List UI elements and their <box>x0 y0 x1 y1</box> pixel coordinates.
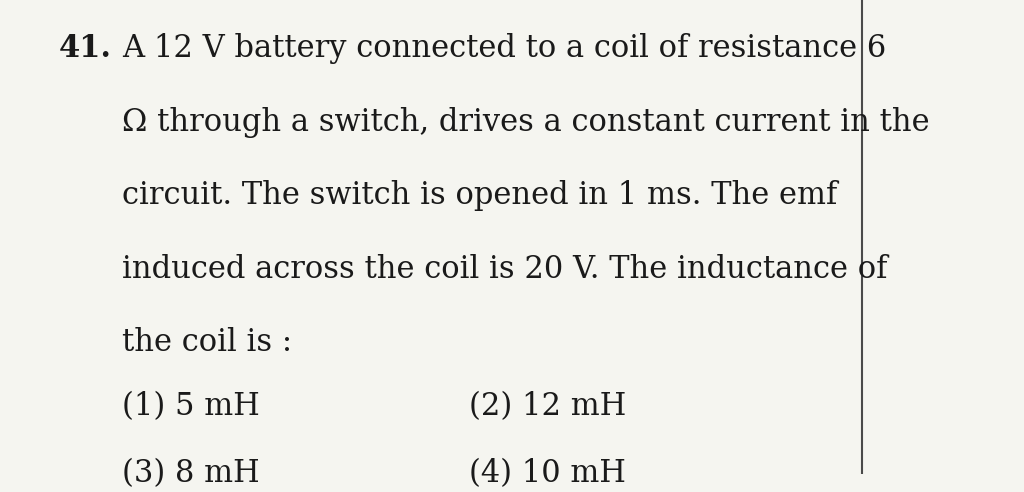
Text: A 12 V battery connected to a coil of resistance 6: A 12 V battery connected to a coil of re… <box>122 33 886 64</box>
Text: induced across the coil is 20 V. The inductance of: induced across the coil is 20 V. The ind… <box>122 254 887 285</box>
Text: (4) 10 mH: (4) 10 mH <box>469 458 627 489</box>
Text: (3) 8 mH: (3) 8 mH <box>122 458 259 489</box>
Text: circuit. The switch is opened in 1 ms. The emf: circuit. The switch is opened in 1 ms. T… <box>122 180 838 211</box>
Text: Ω through a switch, drives a constant current in the: Ω through a switch, drives a constant cu… <box>122 107 930 138</box>
Text: the coil is :: the coil is : <box>122 327 292 358</box>
Text: (1) 5 mH: (1) 5 mH <box>122 391 260 422</box>
Text: (2) 12 mH: (2) 12 mH <box>469 391 627 422</box>
Text: 41.: 41. <box>58 33 112 64</box>
